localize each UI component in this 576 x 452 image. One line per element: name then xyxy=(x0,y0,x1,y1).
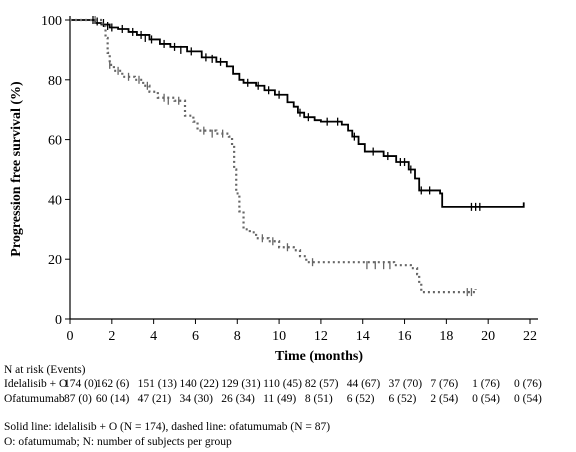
y-axis-label: Progression free survival (%) xyxy=(9,81,24,257)
risk-cell: 37 (70) xyxy=(388,378,423,390)
y-tick-label: 20 xyxy=(48,253,62,268)
y-tick-label: 100 xyxy=(41,14,62,29)
risk-cell: 8 (51) xyxy=(304,393,333,405)
y-tick-label: 80 xyxy=(48,74,62,89)
risk-row-idelalisib: Idelalisib + O 174 (0) 162 (6) 151 (13) 140 … xyxy=(0,378,576,391)
risk-cell: 47 (21) xyxy=(137,393,172,405)
risk-cell: 0 (76) xyxy=(514,378,542,390)
chart-ticks: 0 2 4 6 8 10 12 14 16 18 20 22 0 20 40 60 80 100 xyxy=(41,14,537,344)
risk-cell: 60 (14) xyxy=(95,393,130,405)
chart-axes xyxy=(69,16,538,320)
risk-cell: 162 (6) xyxy=(95,378,130,390)
risk-table-header: N at risk (Events) xyxy=(4,364,86,376)
risk-cell: 6 (52) xyxy=(388,393,417,405)
risk-row-ofatumumab: Ofatumumab 87 (0) 60 (14) 47 (21) 34 (30) 26 … xyxy=(0,393,576,406)
risk-cell: 34 (30) xyxy=(179,393,213,405)
risk-cell: 7 (76) xyxy=(430,378,459,390)
x-tick-label: 16 xyxy=(398,329,412,344)
risk-cell: 44 (67) xyxy=(346,378,381,390)
footnote-abbreviations: O: ofatumumab; N: number of subjects per… xyxy=(4,436,232,448)
x-tick-label: 18 xyxy=(439,329,453,344)
x-tick-label: 2 xyxy=(108,329,115,344)
x-tick-label: 8 xyxy=(234,329,241,344)
x-tick-label: 10 xyxy=(272,329,286,344)
risk-row-label: Idelalisib + O xyxy=(4,378,68,390)
x-tick-label: 0 xyxy=(67,329,74,344)
risk-cell: 129 (31) xyxy=(221,378,261,390)
y-tick-label: 40 xyxy=(48,193,62,208)
risk-cell: 11 (49) xyxy=(263,393,297,405)
risk-cell: 6 (52) xyxy=(346,393,375,405)
risk-cell: 26 (34) xyxy=(221,393,255,405)
x-tick-label: 22 xyxy=(523,329,537,344)
risk-cell: 0 (54) xyxy=(514,393,542,405)
risk-row-label: Ofatumumab xyxy=(4,393,65,405)
risk-cell: 0 (54) xyxy=(472,393,500,405)
risk-cell: 110 (45) xyxy=(263,378,302,390)
risk-cell: 140 (22) xyxy=(179,378,219,390)
x-tick-label: 4 xyxy=(150,329,157,344)
risk-cell: 82 (57) xyxy=(304,378,339,390)
y-tick-label: 60 xyxy=(48,134,62,149)
series-line-idelalisib xyxy=(70,19,525,208)
series-line-ofatumumab xyxy=(70,18,477,294)
x-tick-label: 12 xyxy=(314,329,328,344)
risk-cell: 87 (0) xyxy=(64,393,92,405)
x-tick-label: 14 xyxy=(356,329,370,344)
risk-cell: 174 (0) xyxy=(64,378,98,390)
risk-cell: 151 (13) xyxy=(137,378,177,390)
risk-cell: 1 (76) xyxy=(472,378,500,390)
footnote-lines: Solid line: idelalisib + O (N = 174), da… xyxy=(4,421,331,433)
x-tick-label: 6 xyxy=(192,329,199,344)
x-tick-label: 20 xyxy=(481,329,495,344)
km-chart: 0 2 4 6 8 10 12 14 16 18 20 22 0 20 40 60 80 100 Time (mo… xyxy=(9,14,538,364)
y-tick-label: 0 xyxy=(55,313,62,328)
risk-cell: 2 (54) xyxy=(430,393,459,405)
chart-series xyxy=(70,16,525,297)
x-axis-label: Time (months) xyxy=(275,349,363,364)
